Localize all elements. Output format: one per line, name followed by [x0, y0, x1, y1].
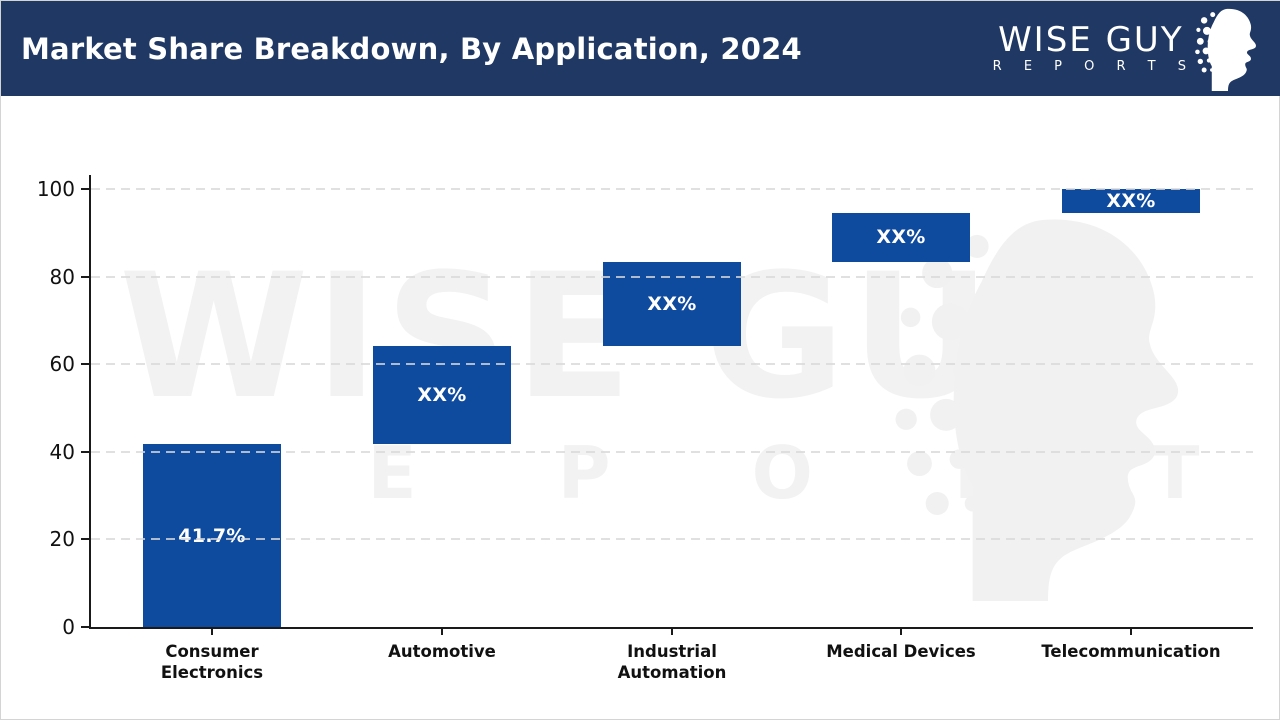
bar-2: XX%: [603, 261, 741, 346]
gridline: [91, 450, 1253, 453]
category-label-line: Automotive: [388, 642, 496, 661]
y-tick-label: 40: [49, 439, 75, 464]
y-tick-label: 20: [49, 527, 75, 552]
x-tick-mark: [1130, 629, 1132, 635]
category-label-line: Automation: [617, 663, 727, 682]
y-tick-mark: [81, 363, 89, 366]
category-label: Consumer Electronics: [92, 641, 332, 683]
bar-4: XX%: [1062, 189, 1200, 213]
y-tick-label: 0: [62, 615, 75, 639]
brand-face-icon: [1195, 8, 1257, 91]
bar-value-label: XX%: [647, 292, 697, 315]
gridline: [91, 363, 1253, 366]
bar-3: XX%: [832, 212, 970, 262]
category-label: Medical Devices: [781, 641, 1021, 662]
category-label: Industrial Automation: [552, 641, 792, 683]
x-tick-mark: [211, 629, 213, 635]
gridline: [91, 538, 1253, 541]
page-title: Market Share Breakdown, By Application, …: [21, 31, 802, 66]
bar-value-label: XX%: [876, 226, 926, 249]
y-tick-mark: [81, 450, 89, 453]
x-tick-mark: [900, 629, 902, 635]
x-tick-mark: [441, 629, 443, 635]
y-tick-mark: [81, 538, 89, 541]
y-tick-mark: [81, 626, 89, 628]
gridline: [91, 188, 1253, 190]
bar-value-label: 41.7%: [178, 524, 246, 547]
x-tick-mark: [671, 629, 673, 635]
gridline: [91, 275, 1253, 278]
bar-value-label: XX%: [1106, 189, 1156, 212]
y-tick-label: 80: [49, 264, 75, 289]
brand-logo: WISE GUY R E P O R T S: [987, 7, 1267, 91]
category-label-line: Medical Devices: [826, 642, 976, 661]
category-label: Automotive: [322, 641, 562, 662]
category-label-line: Consumer: [165, 642, 259, 661]
category-label-line: Industrial: [627, 642, 717, 661]
x-axis-line: [89, 627, 1253, 629]
y-axis-line: [89, 175, 91, 629]
category-label-line: Electronics: [160, 663, 264, 682]
y-tick-label: 60: [49, 352, 75, 377]
header-bar: Market Share Breakdown, By Application, …: [1, 1, 1280, 96]
y-tick-label: 100: [36, 177, 75, 201]
bar-value-label: XX%: [417, 384, 467, 407]
category-label-line: Telecommunication: [1041, 642, 1221, 661]
brand-logo-text: WISE GUY R E P O R T S: [987, 23, 1195, 74]
watermark-face-icon: [895, 219, 1179, 601]
brand-name: WISE GUY: [998, 20, 1184, 60]
category-label: Telecommunication: [1011, 641, 1251, 662]
bar-0: 41.7%: [143, 444, 281, 627]
y-tick-mark: [81, 188, 89, 190]
brand-subname: R E P O R T S: [992, 59, 1195, 74]
y-tick-mark: [81, 275, 89, 278]
bar-1: XX%: [373, 345, 511, 445]
